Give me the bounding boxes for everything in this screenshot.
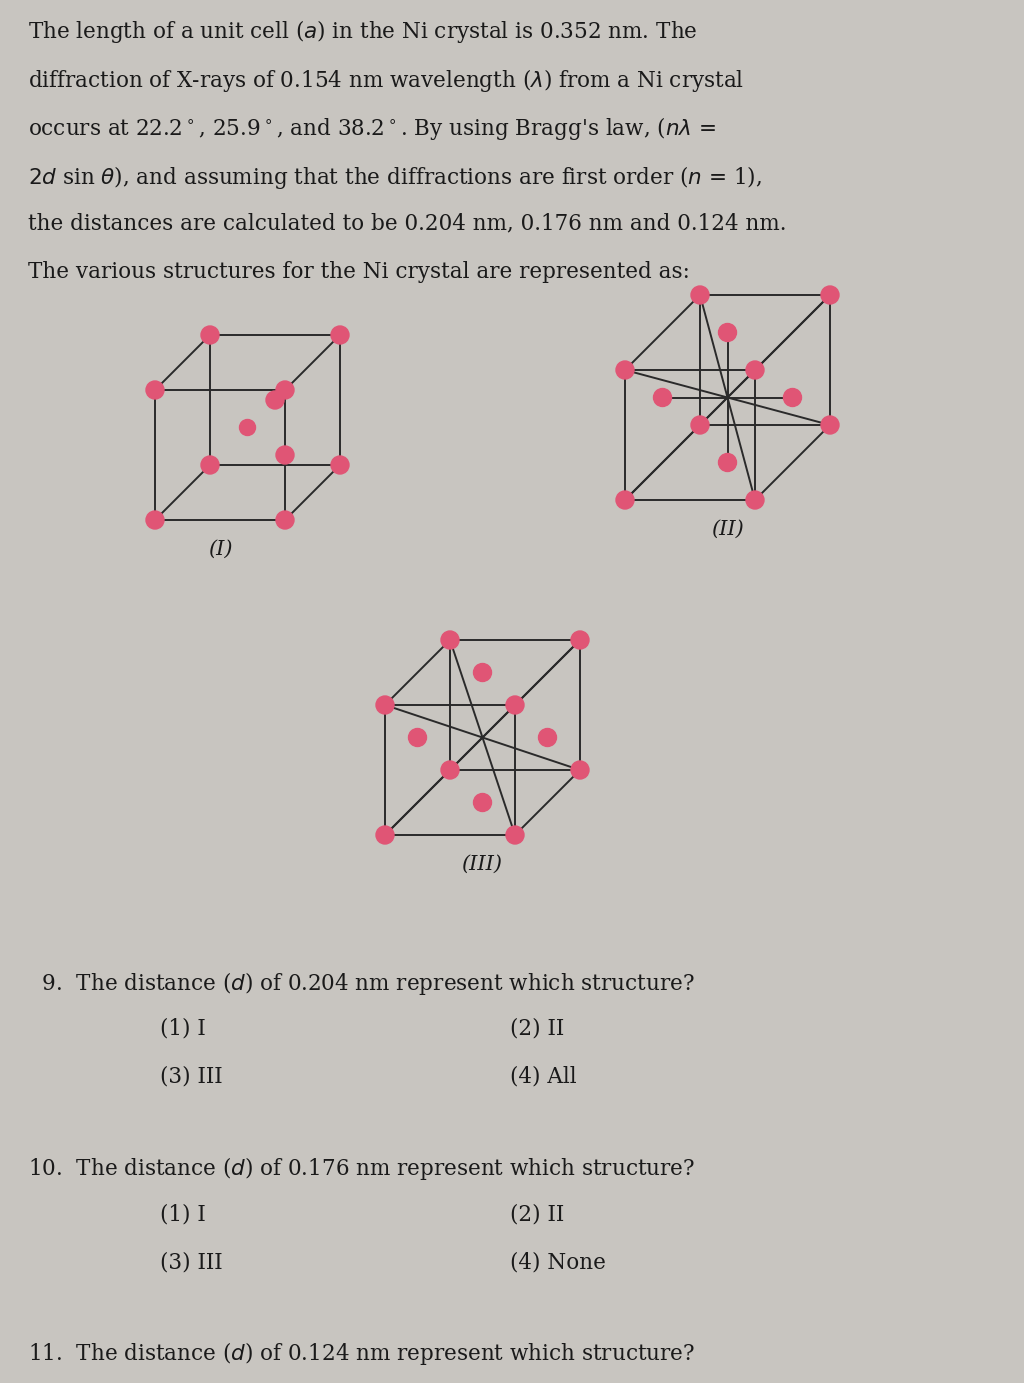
Circle shape — [276, 510, 294, 530]
Circle shape — [783, 389, 802, 407]
Circle shape — [691, 416, 709, 434]
Circle shape — [571, 761, 589, 779]
Text: The length of a unit cell ($a$) in the Ni crystal is 0.352 nm. The: The length of a unit cell ($a$) in the N… — [28, 18, 697, 46]
Text: (1) I: (1) I — [160, 1018, 206, 1040]
Text: (I): (I) — [208, 539, 232, 559]
Circle shape — [376, 826, 394, 844]
Circle shape — [240, 419, 256, 436]
Circle shape — [376, 696, 394, 714]
Circle shape — [616, 361, 634, 379]
Circle shape — [266, 391, 284, 409]
Circle shape — [616, 491, 634, 509]
Circle shape — [821, 286, 839, 304]
Text: diffraction of X-rays of 0.154 nm wavelength ($\lambda$) from a Ni crystal: diffraction of X-rays of 0.154 nm wavele… — [28, 66, 744, 94]
Text: (III): (III) — [462, 855, 503, 874]
Circle shape — [691, 286, 709, 304]
Circle shape — [331, 456, 349, 474]
Circle shape — [201, 326, 219, 344]
Circle shape — [653, 389, 672, 407]
Text: (3) III: (3) III — [160, 1252, 222, 1272]
Text: the distances are calculated to be 0.204 nm, 0.176 nm and 0.124 nm.: the distances are calculated to be 0.204… — [28, 213, 786, 234]
Text: (2) II: (2) II — [510, 1203, 564, 1225]
Text: (1) I: (1) I — [160, 1203, 206, 1225]
Circle shape — [719, 324, 736, 342]
Text: (2) II: (2) II — [510, 1018, 564, 1040]
Text: (II): (II) — [711, 520, 743, 539]
Circle shape — [276, 445, 294, 465]
Circle shape — [276, 380, 294, 400]
Circle shape — [146, 510, 164, 530]
Circle shape — [473, 794, 492, 812]
Text: 11.  The distance ($d$) of 0.124 nm represent which structure?: 11. The distance ($d$) of 0.124 nm repre… — [28, 1340, 695, 1366]
Circle shape — [441, 761, 459, 779]
Circle shape — [409, 729, 427, 747]
Circle shape — [821, 416, 839, 434]
Circle shape — [473, 664, 492, 682]
Text: $2d$ sin $\theta$), and assuming that the diffractions are first order ($n$ = 1): $2d$ sin $\theta$), and assuming that th… — [28, 163, 762, 191]
Text: 10.  The distance ($d$) of 0.176 nm represent which structure?: 10. The distance ($d$) of 0.176 nm repre… — [28, 1155, 695, 1182]
Text: 9.  The distance ($d$) of 0.204 nm represent which structure?: 9. The distance ($d$) of 0.204 nm repres… — [28, 969, 694, 997]
Circle shape — [746, 361, 764, 379]
Circle shape — [746, 491, 764, 509]
Circle shape — [719, 454, 736, 472]
Circle shape — [571, 631, 589, 649]
Text: occurs at 22.2$^\circ$, 25.9$^\circ$, and 38.2$^\circ$. By using Bragg's law, ($: occurs at 22.2$^\circ$, 25.9$^\circ$, an… — [28, 115, 716, 142]
Circle shape — [506, 696, 524, 714]
Circle shape — [506, 826, 524, 844]
Circle shape — [146, 380, 164, 400]
Text: (4) All: (4) All — [510, 1066, 577, 1088]
Circle shape — [539, 729, 556, 747]
Circle shape — [441, 631, 459, 649]
Circle shape — [331, 326, 349, 344]
Circle shape — [201, 456, 219, 474]
Text: The various structures for the Ni crystal are represented as:: The various structures for the Ni crysta… — [28, 261, 690, 284]
Text: (4) None: (4) None — [510, 1252, 606, 1272]
Text: (3) III: (3) III — [160, 1066, 222, 1088]
